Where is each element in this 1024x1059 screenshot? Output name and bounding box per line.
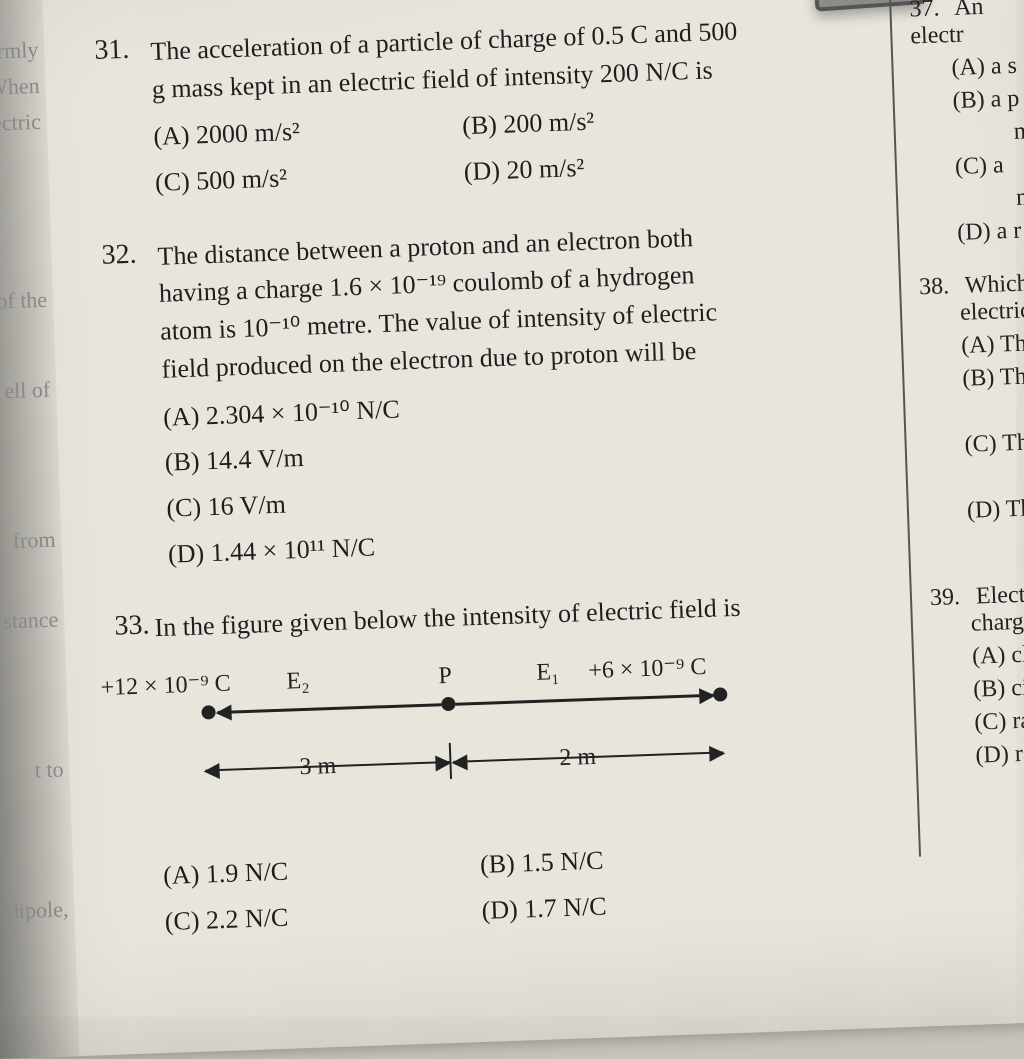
question-body: The acceleration of a particle of charge…: [150, 12, 751, 229]
options: (A) cl (B) ci (C) ra (D) ra: [972, 641, 1024, 770]
cutoff-text: electric f: [960, 297, 1024, 327]
question-32: 32. The distance between a proton and an…: [101, 217, 763, 603]
e2-arrow: [218, 703, 442, 714]
question-37: 37. An electr (A) a s (B) a p mc (C) a m…: [909, 0, 1024, 248]
question-text: Electric: [976, 581, 1024, 610]
option-c: (C) ra: [974, 706, 1024, 736]
question-body: In the figure given below the intensity …: [154, 588, 776, 968]
right-column: 37. An electr (A) a s (B) a p mc (C) a m…: [889, 0, 1024, 857]
options: (A) Th (B) Th eq (C) Th pa (D) Th pa: [961, 330, 1024, 558]
dim-label-3m: 3 m: [299, 749, 337, 785]
options: (A) 2.304 × 10⁻¹⁰ N/C (B) 14.4 V/m (C) 1…: [163, 378, 763, 573]
option-b: (B) 1.5 N/C: [479, 836, 773, 884]
tab-text: stance: [3, 607, 59, 635]
option-a: (A) cl: [972, 641, 1024, 671]
vector-e1: E₁: [536, 655, 560, 691]
option-a: (A) Th: [961, 330, 1024, 360]
e1-arrow: [455, 694, 713, 706]
option-c: (C) 500 m/s²: [154, 154, 440, 202]
options: (A) a s (B) a p mc (C) a mc (D) a r: [951, 52, 1024, 247]
charge-label-right: +6 × 10⁻⁹ C: [588, 650, 707, 689]
option-d: (D) ra: [975, 739, 1024, 769]
point-p: P: [438, 659, 453, 694]
tab-text: When: [0, 73, 40, 101]
thumb-index: rmly When ectric of the ell of from stan…: [0, 0, 79, 1059]
question-38: 38. Which o electric f (A) Th (B) Th eq …: [919, 270, 1024, 559]
tab-text: rmly: [0, 37, 39, 64]
vector-e2: E₂: [286, 664, 310, 700]
textbook-page: rmly When ectric of the ell of from stan…: [0, 0, 1024, 1059]
option-c: (C) a: [955, 151, 1024, 181]
question-number: 37.: [909, 0, 950, 23]
option-a: (A) 1.9 N/C: [163, 847, 457, 895]
option-b: (B) ci: [973, 674, 1024, 704]
question-33: 33. In the figure given below the intens…: [114, 588, 776, 970]
option-c: (C) 2.2 N/C: [164, 892, 458, 940]
option-b: (B) 200 m/s²: [462, 98, 748, 146]
dot-left: [201, 705, 215, 719]
option-d: (D) 20 m/s²: [463, 143, 749, 191]
question-31: 31. The acceleration of a particle of ch…: [94, 12, 750, 231]
option-a: (A) a s: [951, 52, 1024, 82]
question-text: Which o: [964, 270, 1024, 299]
option-d: (D) a r: [957, 217, 1024, 247]
question-text: The distance between a proton and an ele…: [157, 217, 756, 388]
cutoff-text: mc: [1013, 118, 1024, 146]
tab-text: ell of: [4, 377, 51, 405]
tab-text: dipole,: [7, 896, 68, 924]
question-body: The distance between a proton and an ele…: [157, 217, 763, 601]
tab-text: ectric: [0, 109, 41, 137]
option-c: (C) Th: [964, 429, 1024, 459]
cutoff-text: mc: [1016, 184, 1024, 212]
dot-p: [441, 697, 455, 711]
tab-text: from: [12, 527, 56, 554]
cutoff-text: charge a: [970, 608, 1024, 638]
question-39: 39. Electric charge a (A) cl (B) ci (C) …: [930, 581, 1024, 771]
main-column: 31. The acceleration of a particle of ch…: [94, 12, 776, 969]
option-b: (B) Th: [962, 363, 1024, 393]
question-number: 39.: [930, 584, 971, 612]
option-d: (D) Th: [967, 495, 1024, 525]
options: (A) 2000 m/s² (B) 200 m/s² (C) 500 m/s² …: [153, 98, 750, 202]
question-number: 38.: [919, 273, 960, 301]
question-text: The acceleration of a particle of charge…: [150, 12, 746, 108]
dim-label-2m: 2 m: [559, 740, 597, 776]
option-d: (D) 1.7 N/C: [481, 881, 775, 929]
tab-text: t to: [34, 756, 64, 783]
question-number: 31.: [94, 33, 157, 232]
charge-label-left: +12 × 10⁻⁹ C: [100, 667, 231, 706]
option-b: (B) a p: [952, 85, 1024, 115]
field-diagram: +12 × 10⁻⁹ C E₂ P E₁ +6 × 10⁻⁹ C: [156, 642, 772, 833]
option-a: (A) 2000 m/s²: [153, 108, 439, 156]
options: (A) 1.9 N/C (B) 1.5 N/C (C) 2.2 N/C (D) …: [163, 836, 776, 941]
tab-text: of the: [0, 287, 48, 315]
